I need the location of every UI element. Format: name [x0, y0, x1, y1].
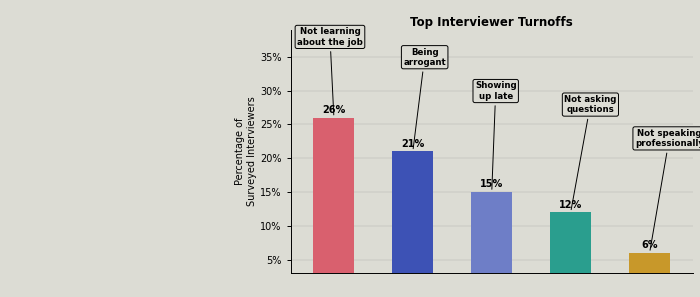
Title: Top Interviewer Turnoffs: Top Interviewer Turnoffs: [410, 15, 573, 29]
Text: 12%: 12%: [559, 200, 582, 210]
Bar: [471, 192, 512, 293]
Text: Being
arrogant: Being arrogant: [403, 48, 446, 149]
Text: Not learning
about the job: Not learning about the job: [297, 27, 363, 115]
Text: Not speaking
professionally: Not speaking professionally: [635, 129, 700, 250]
Text: 15%: 15%: [480, 179, 503, 189]
Text: 21%: 21%: [401, 139, 424, 149]
Bar: [392, 151, 433, 293]
Y-axis label: Percentage of
Surveyed Interviewers: Percentage of Surveyed Interviewers: [235, 97, 257, 206]
Text: 6%: 6%: [641, 240, 658, 250]
Bar: [314, 118, 354, 293]
Text: Showing
up late: Showing up late: [475, 81, 517, 189]
Text: 26%: 26%: [322, 105, 346, 115]
Bar: [550, 212, 592, 293]
Bar: [629, 253, 670, 293]
Text: Not asking
questions: Not asking questions: [564, 95, 617, 210]
